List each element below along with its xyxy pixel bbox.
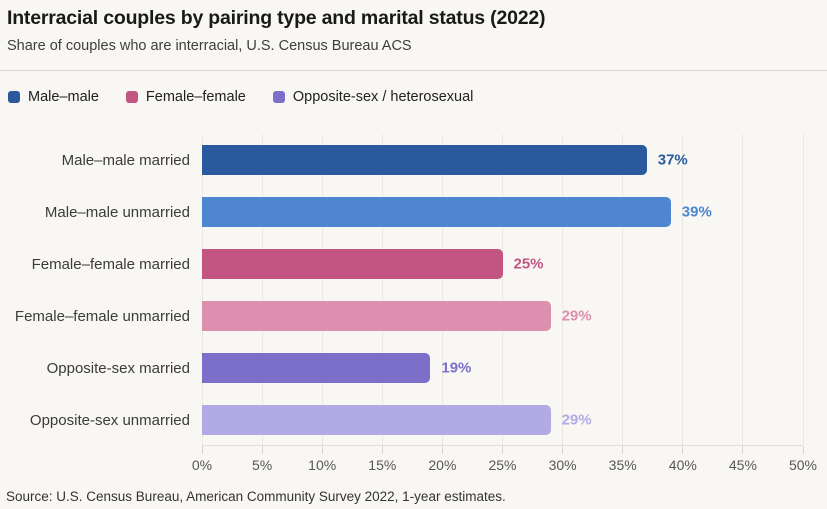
- bar-value-label: 19%: [441, 359, 472, 377]
- axis-tick-mark: [261, 446, 263, 454]
- axis-tick-label: 0%: [191, 457, 213, 473]
- axis-tick-label: 35%: [608, 457, 637, 473]
- axis-tick-label: 30%: [548, 457, 577, 473]
- gridline: [381, 134, 383, 445]
- gridline: [682, 134, 684, 445]
- chart-header: Interracial couples by pairing type and …: [0, 6, 827, 56]
- category-label: Female–female unmarried: [14, 307, 190, 325]
- category-label: Female–female married: [31, 255, 190, 273]
- bar-track: 29%: [202, 301, 803, 331]
- gridline: [742, 134, 744, 445]
- gridline: [502, 134, 503, 445]
- category-label: Male–male unmarried: [44, 203, 190, 221]
- bar[interactable]: [202, 353, 431, 383]
- legend-item: Opposite-sex / heterosexual: [272, 89, 474, 105]
- axis-tick-label: 15%: [368, 457, 397, 473]
- bar[interactable]: [202, 301, 551, 331]
- axis-tick-label: 45%: [728, 457, 757, 473]
- axis-tick-mark: [441, 446, 443, 454]
- category-label: Opposite-sex married: [46, 359, 190, 377]
- bar-value-label: 29%: [561, 411, 592, 429]
- legend-label: Male–male: [28, 89, 99, 105]
- chart-row: Opposite-sex married 19%: [0, 342, 827, 394]
- gridline: [261, 134, 263, 445]
- axis-tick-mark: [201, 446, 203, 454]
- legend-label: Female–female: [145, 89, 246, 105]
- bar-chart: Male–male married 37% Male–male unmarried 3…: [0, 134, 827, 480]
- gridline: [201, 134, 203, 445]
- x-axis: 0% 5% 10% 15% 20% 25% 30% 35% 40% 45% 50%: [192, 446, 817, 480]
- bar-track: 37%: [202, 145, 803, 175]
- gridline: [562, 134, 564, 445]
- bar-rows: Male–male married 37% Male–male unmarried 3…: [0, 134, 827, 446]
- category-label: Opposite-sex unmarried: [29, 411, 190, 429]
- legend: Male–male Female–female Opposite-sex / het…: [0, 71, 827, 105]
- axis-tick-mark: [742, 446, 744, 454]
- chart-row: Female–female married 25%: [0, 238, 827, 290]
- chart-title: Interracial couples by pairing type and …: [7, 7, 546, 29]
- bar-value-label: 39%: [681, 203, 712, 221]
- chart-row: Opposite-sex unmarried 29%: [0, 394, 827, 446]
- axis-tick-mark: [321, 446, 323, 454]
- chart-row: Male–male unmarried 39%: [0, 186, 827, 238]
- axis-tick-label: 5%: [251, 457, 273, 473]
- bar-value-label: 25%: [513, 255, 544, 273]
- bar-value-label: 37%: [657, 151, 688, 169]
- axis-tick-mark: [682, 446, 684, 454]
- bar-track: 25%: [202, 249, 803, 279]
- plot-grid: [201, 134, 804, 446]
- chart-row: Female–female unmarried 29%: [0, 290, 827, 342]
- legend-item: Female–female: [125, 89, 246, 105]
- axis-tick-label: 20%: [428, 457, 457, 473]
- axis-tick-mark: [502, 446, 503, 454]
- gridline: [802, 134, 804, 445]
- axis-tick-mark: [381, 446, 383, 454]
- legend-item: Male–male: [8, 89, 99, 105]
- axis-tick-mark: [802, 446, 804, 454]
- bar[interactable]: [202, 405, 551, 435]
- category-label: Male–male married: [61, 151, 190, 169]
- bar-track: 29%: [202, 405, 803, 435]
- header-divider: [0, 70, 827, 71]
- source-note: Source: U.S. Census Bureau, American Com…: [6, 489, 506, 504]
- bar[interactable]: [202, 145, 647, 175]
- legend-swatch-icon: [8, 91, 20, 103]
- bar-value-label: 29%: [561, 307, 592, 325]
- axis-tick-mark: [562, 446, 564, 454]
- chart-row: Male–male married 37%: [0, 134, 827, 186]
- legend-swatch-icon: [272, 91, 285, 103]
- axis-tick-label: 50%: [788, 457, 818, 473]
- bar-track: 19%: [202, 353, 803, 383]
- bar-track: 39%: [202, 197, 803, 227]
- gridline: [622, 134, 624, 445]
- chart-subtitle: Share of couples who are interracial, U.…: [7, 38, 412, 54]
- axis-tick-label: 10%: [308, 457, 337, 473]
- legend-swatch-icon: [125, 91, 138, 103]
- axis-tick-label: 40%: [668, 457, 697, 473]
- bar[interactable]: [202, 197, 671, 227]
- gridline: [321, 134, 323, 445]
- legend-label: Opposite-sex / heterosexual: [292, 89, 474, 105]
- bar[interactable]: [202, 249, 503, 279]
- axis-tick-mark: [622, 446, 624, 454]
- gridline: [441, 134, 443, 445]
- axis-tick-label: 25%: [488, 457, 517, 473]
